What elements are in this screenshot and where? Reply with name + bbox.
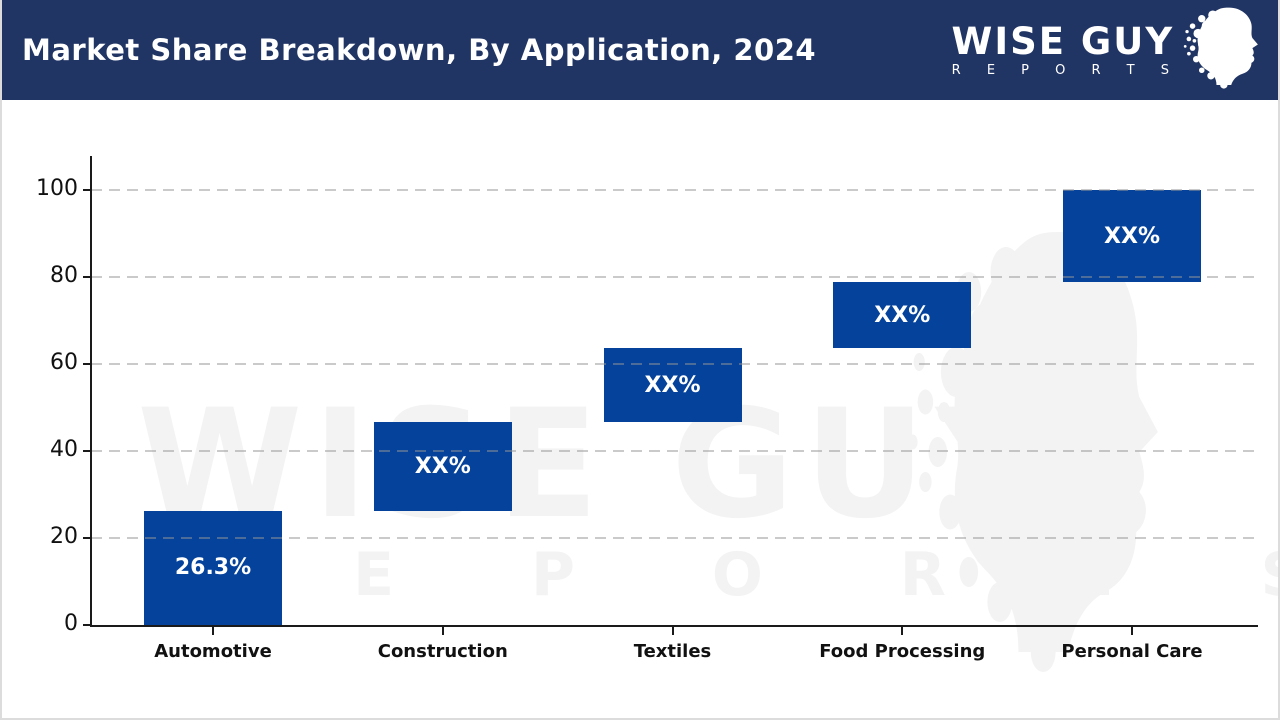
watermark-text: WISE GUY — [137, 378, 1055, 552]
category-label-1: Automotive — [154, 641, 272, 662]
gridline-20 — [91, 537, 1258, 539]
y-tick-label-0: 0 — [64, 611, 78, 636]
header-banner: Market Share Breakdown, By Application, … — [2, 0, 1278, 100]
y-tick-0 — [83, 624, 91, 626]
gridline-40 — [91, 450, 1258, 452]
category-label-5: Personal Care — [1061, 641, 1203, 662]
bar-personal-care: XX% — [1063, 190, 1201, 283]
x-tick-5 — [1131, 627, 1133, 635]
bar-value-label: XX% — [874, 302, 931, 328]
bar-value-label: XX% — [414, 453, 471, 479]
y-tick-40 — [83, 450, 91, 452]
y-tick-60 — [83, 363, 91, 365]
bar-value-label: XX% — [1104, 223, 1160, 249]
y-tick-label-40: 40 — [50, 437, 78, 462]
chart-area: WISE GUY R E P O R T S 0 20 40 60 80 100 26.3%… — [2, 100, 1278, 718]
y-tick-label-100: 100 — [36, 176, 78, 201]
gridline-100 — [91, 189, 1258, 191]
bar-construction: XX% — [373, 422, 512, 511]
x-tick-3 — [671, 627, 674, 635]
gridline-60 — [91, 363, 1258, 365]
y-tick-label-20: 20 — [50, 524, 78, 549]
logo-wordmark: WISE GUY — [951, 19, 1175, 63]
bar-textiles: XX% — [603, 347, 742, 423]
bar-food-processing: XX% — [833, 282, 972, 348]
y-tick-label-60: 60 — [50, 350, 78, 375]
gridline-80 — [91, 276, 1258, 278]
x-tick-1 — [212, 627, 214, 635]
wise-guy-reports-logo: WISE GUY R E P O R T S — [946, 4, 1278, 96]
category-label-4: Food Processing — [819, 641, 986, 662]
logo-text: WISE GUY R E P O R T S — [946, 23, 1180, 78]
x-tick-4 — [901, 627, 904, 635]
y-tick-100 — [83, 189, 91, 191]
bar-value-label: 26.3% — [174, 555, 252, 581]
category-label-2: Construction — [377, 641, 508, 662]
y-tick-label-80: 80 — [50, 263, 78, 288]
y-tick-80 — [83, 276, 91, 278]
x-tick-2 — [441, 627, 444, 635]
category-label-3: Textiles — [633, 641, 712, 662]
page-title: Market Share Breakdown, By Application, … — [22, 33, 817, 67]
y-axis-line — [90, 156, 92, 627]
bar-automotive: 26.3% — [144, 510, 282, 625]
dotted-head-icon — [1183, 7, 1258, 89]
y-tick-20 — [83, 537, 91, 539]
logo-subtitle: R E P O R T S — [951, 62, 1180, 78]
bar-value-label: XX% — [644, 372, 701, 398]
x-axis-line — [90, 625, 1258, 627]
